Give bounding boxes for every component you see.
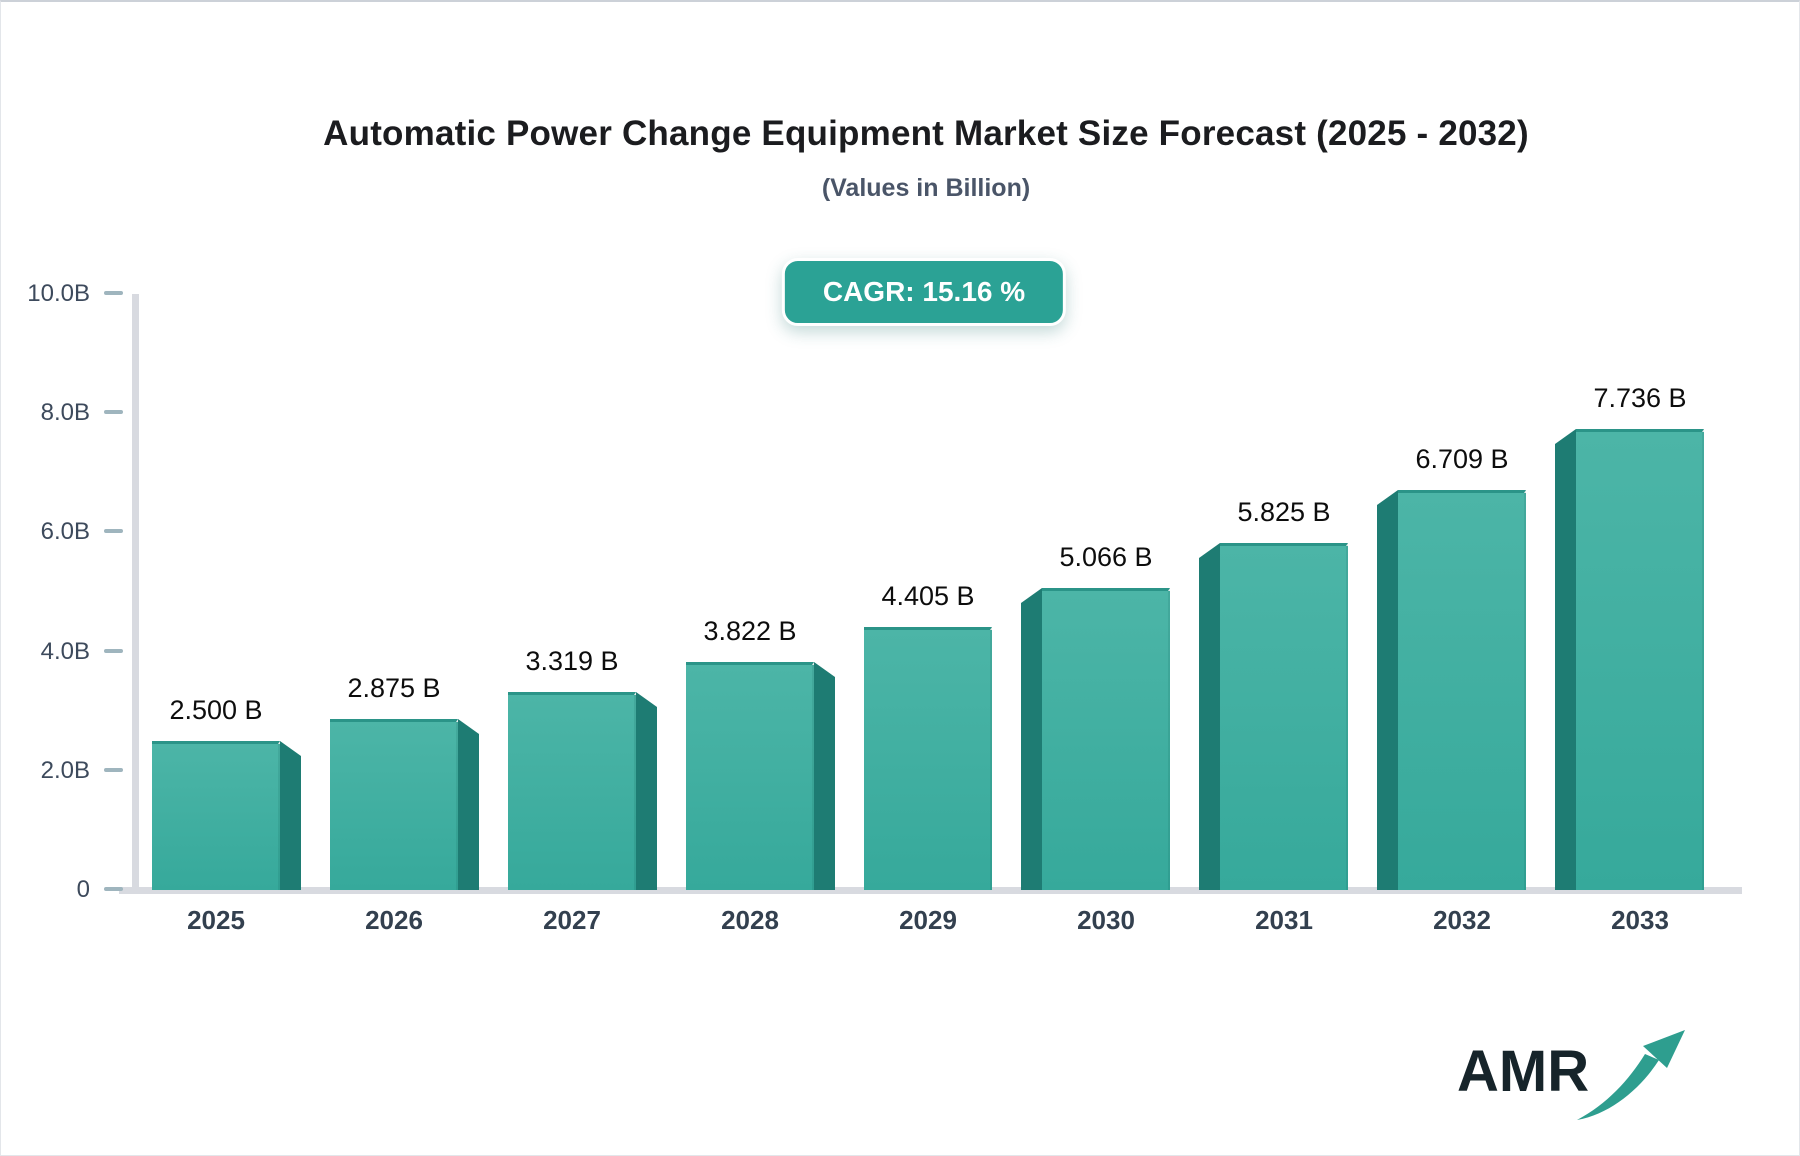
- x-axis-label: 2028: [721, 905, 779, 935]
- trend-arrow-icon: [1577, 1030, 1685, 1120]
- x-axis-label: 2031: [1255, 905, 1313, 935]
- x-axis-label: 2033: [1611, 905, 1669, 935]
- y-tick-dash: [104, 887, 123, 891]
- y-tick-label: 8.0B: [40, 399, 90, 427]
- bar-value-label: 7.736 B: [1593, 383, 1687, 413]
- y-tick-label: 0: [76, 876, 90, 903]
- chart-title: Automatic Power Change Equipment Market …: [323, 114, 1529, 153]
- bar-side: [1555, 429, 1576, 890]
- bar-value-label: 3.822 B: [703, 616, 797, 646]
- x-axis-line: [119, 887, 1742, 894]
- amr-logo-text: AMR: [1457, 1039, 1590, 1104]
- bar-side: [814, 662, 835, 890]
- amr-logo: AMR: [1457, 1024, 1707, 1136]
- bar-face: [864, 627, 992, 890]
- bar-face: [508, 692, 636, 890]
- bar-face: [1576, 429, 1704, 890]
- y-tick-dash: [104, 529, 123, 534]
- y-tick-dash: [104, 648, 123, 653]
- x-axis-label: 2029: [899, 905, 957, 935]
- y-tick-dash: [104, 291, 123, 295]
- x-axis-label: 2026: [365, 905, 423, 935]
- cagr-badge-label: CAGR: 15.16 %: [822, 276, 1026, 307]
- bar-side: [280, 741, 301, 890]
- x-axis-label: 2030: [1077, 905, 1135, 935]
- y-axis-line: [132, 294, 139, 890]
- y-tick-label: 10.0B: [27, 280, 90, 307]
- x-axis-label: 2032: [1433, 905, 1491, 935]
- bar-face: [686, 662, 814, 890]
- bar-value-label: 2.500 B: [169, 695, 263, 725]
- bar-face: [1042, 588, 1170, 890]
- cagr-badge: CAGR: 15.16 %: [781, 258, 1067, 326]
- bar-face: [1398, 490, 1526, 890]
- bar-side: [1021, 588, 1042, 890]
- y-tick-label: 2.0B: [40, 756, 90, 784]
- y-tick-dash: [104, 410, 123, 415]
- x-axis-label: 2027: [543, 905, 601, 935]
- bar-face: [152, 741, 280, 890]
- bar-value-label: 5.825 B: [1237, 497, 1331, 527]
- bar-face: [330, 719, 458, 890]
- bar-side: [458, 719, 479, 890]
- chart-subtitle: (Values in Billion): [821, 174, 1031, 202]
- bar-face: [1220, 543, 1348, 890]
- x-axis-label: 2025: [187, 905, 245, 935]
- bar-side: [636, 692, 657, 890]
- bar-value-label: 2.875 B: [347, 673, 441, 703]
- y-tick-dash: [104, 767, 123, 772]
- y-tick-label: 6.0B: [40, 518, 90, 546]
- bar-value-label: 3.319 B: [525, 646, 619, 676]
- bar-value-label: 6.709 B: [1415, 444, 1509, 474]
- bar-value-label: 4.405 B: [881, 581, 975, 611]
- bar-value-label: 5.066 B: [1059, 542, 1153, 572]
- y-tick-label: 4.0B: [40, 637, 90, 665]
- bar-side: [1199, 543, 1220, 890]
- bar-side: [1377, 490, 1398, 890]
